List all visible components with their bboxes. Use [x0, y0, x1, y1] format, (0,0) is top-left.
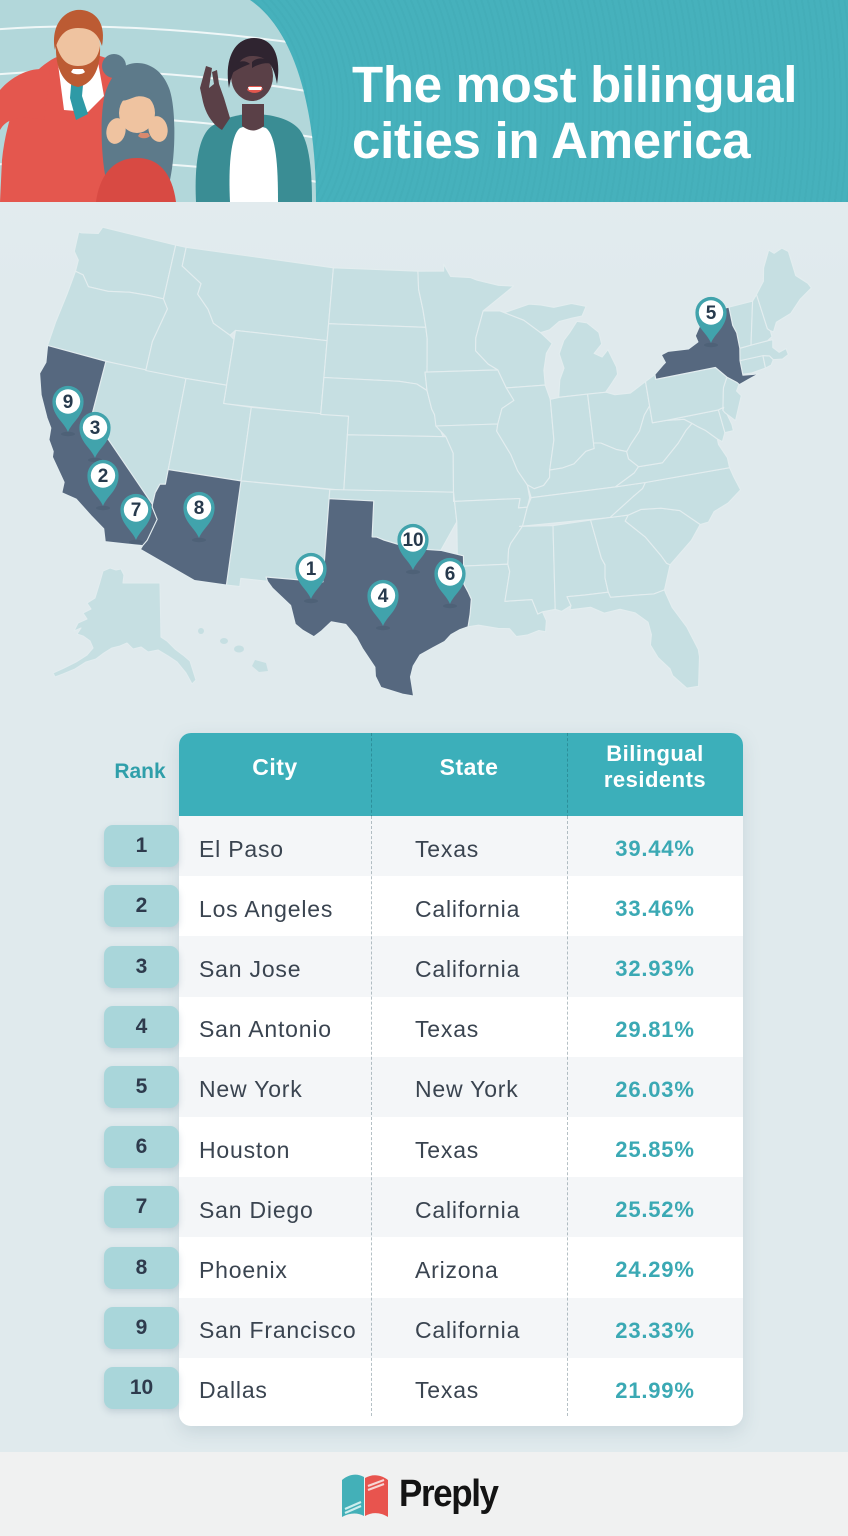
- svg-text:4: 4: [378, 586, 389, 607]
- svg-text:1: 1: [306, 559, 317, 580]
- svg-text:10: 10: [402, 530, 423, 551]
- svg-text:7: 7: [131, 500, 142, 521]
- svg-text:5: 5: [706, 303, 717, 324]
- svg-text:6: 6: [445, 564, 456, 585]
- svg-text:9: 9: [63, 392, 74, 413]
- svg-text:2: 2: [98, 466, 109, 487]
- svg-text:8: 8: [194, 498, 205, 519]
- svg-text:3: 3: [90, 418, 101, 439]
